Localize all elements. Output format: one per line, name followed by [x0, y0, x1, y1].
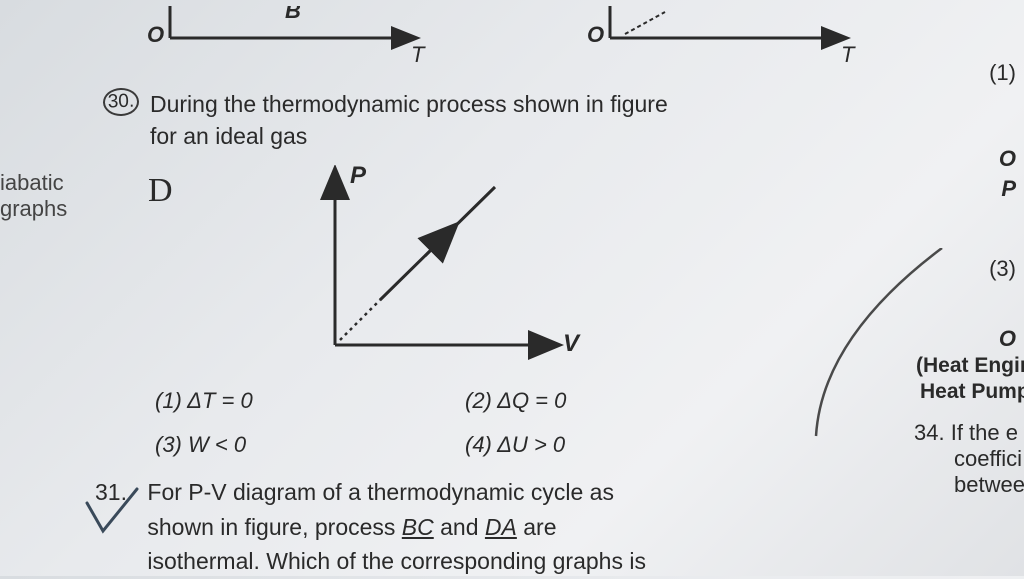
right-o: O	[999, 146, 1016, 171]
q30-line2: for an ideal gas	[150, 123, 307, 149]
q31-body: For P-V diagram of a thermodynamic cycle…	[147, 475, 807, 579]
q30-opt1: (1) ΔT = 0	[155, 388, 465, 414]
top-right-origin: O	[587, 22, 604, 47]
handwritten-d: D	[148, 172, 173, 210]
left-line2: graphs	[0, 196, 67, 222]
q31-bc: BC	[402, 514, 434, 540]
q34-a: If the e	[951, 420, 1018, 445]
q31-and: and	[434, 514, 485, 540]
pv-xlabel: V	[563, 330, 581, 357]
q30-options: (1) ΔT = 0 (2) ΔQ = 0 (3) W < 0 (4) ΔU >…	[155, 388, 775, 476]
pv-diagram: P V	[295, 165, 595, 365]
curve-sweep-icon	[812, 248, 952, 438]
q30-line1: During the thermodynamic process shown i…	[150, 91, 668, 117]
left-line1: iabatic	[0, 170, 67, 196]
q31-are: are	[517, 514, 557, 540]
q34-c: betwee	[914, 472, 1024, 498]
pv-ylabel: P	[350, 165, 367, 189]
q30-opt2: (2) ΔQ = 0	[465, 388, 775, 414]
q30-opt4: (4) ΔU > 0	[465, 432, 775, 458]
q31-l1: For P-V diagram of a thermodynamic cycle…	[147, 479, 614, 505]
right-o2: O	[999, 326, 1016, 351]
pen-tick-icon	[81, 485, 141, 545]
q31-l3: isothermal. Which of the corresponding g…	[147, 548, 646, 574]
q30-opt3: (3) W < 0	[155, 432, 465, 458]
top-axes-svg: O B T O T	[115, 6, 875, 76]
right-p: P	[1001, 176, 1016, 201]
pv-svg: P V	[295, 165, 595, 365]
q31: 31. For P-V diagram of a thermodynamic c…	[95, 475, 815, 579]
right-marker-1: (1)	[914, 60, 1024, 86]
q31-da: DA	[485, 514, 517, 540]
top-left-b: B	[285, 6, 301, 23]
top-left-t: T	[411, 42, 426, 67]
q30-number: 30.	[103, 87, 140, 116]
q30-text: During the thermodynamic process shown i…	[150, 88, 790, 152]
q31-l2a: shown in figure, process	[147, 514, 401, 540]
top-right-t: T	[841, 42, 856, 67]
page-root: O B T O T iabatic graphs 30. During the …	[0, 0, 1024, 576]
q34-b: coeffici	[914, 446, 1024, 472]
top-left-origin: O	[147, 22, 164, 47]
top-diagrams: O B T O T	[115, 6, 875, 76]
left-margin-text: iabatic graphs	[0, 170, 67, 222]
